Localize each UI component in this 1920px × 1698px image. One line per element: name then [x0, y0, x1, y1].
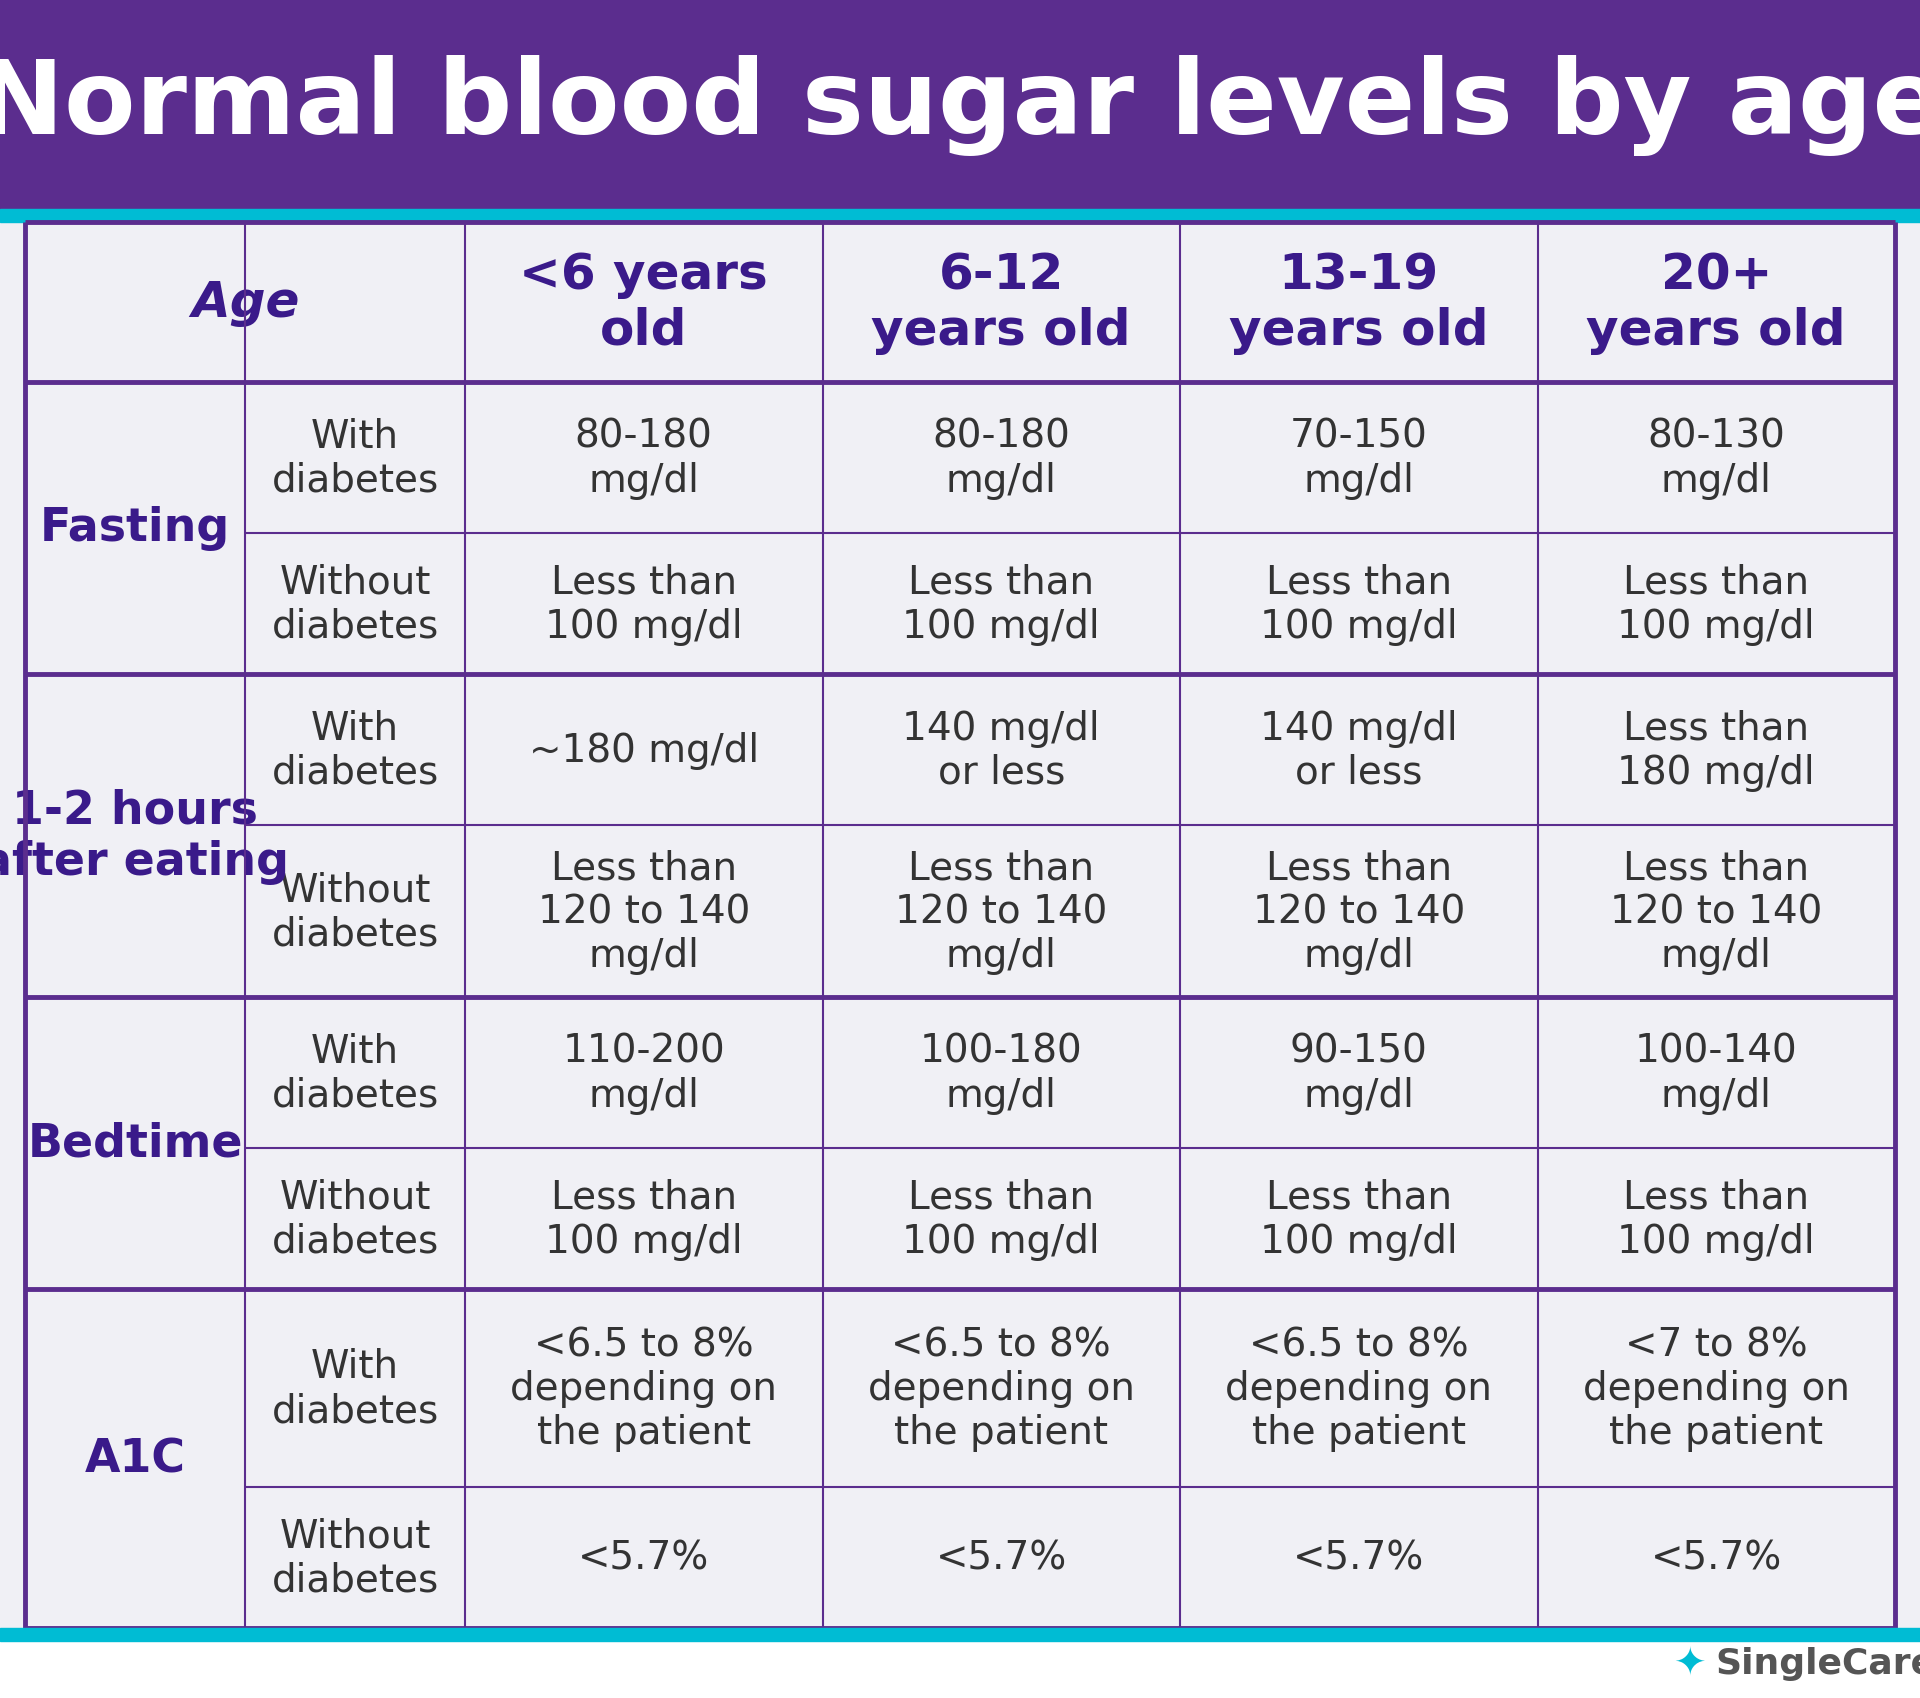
- Bar: [0, 1628, 1920, 1640]
- Text: Bedtime: Bedtime: [27, 1121, 242, 1167]
- Text: 100-180
mg/dl: 100-180 mg/dl: [920, 1032, 1083, 1114]
- Text: Less than
100 mg/dl: Less than 100 mg/dl: [902, 1178, 1100, 1260]
- Bar: [0, 222, 1920, 1628]
- Text: 70-150
mg/dl: 70-150 mg/dl: [1290, 418, 1428, 499]
- Text: SingleCare®: SingleCare®: [1715, 1645, 1920, 1679]
- Text: Less than
100 mg/dl: Less than 100 mg/dl: [1617, 564, 1814, 645]
- Text: <6.5 to 8%
depending on
the patient: <6.5 to 8% depending on the patient: [1225, 1326, 1492, 1452]
- Text: Without
diabetes: Without diabetes: [271, 1516, 438, 1600]
- Text: With
diabetes: With diabetes: [271, 1348, 438, 1430]
- Text: ~180 mg/dl: ~180 mg/dl: [528, 732, 758, 769]
- Text: Less than
120 to 140
mg/dl: Less than 120 to 140 mg/dl: [895, 849, 1108, 975]
- Text: 20+
years old: 20+ years old: [1586, 251, 1845, 355]
- Text: Without
diabetes: Without diabetes: [271, 1178, 438, 1260]
- Text: <6.5 to 8%
depending on
the patient: <6.5 to 8% depending on the patient: [868, 1326, 1135, 1452]
- Text: <5.7%: <5.7%: [1651, 1538, 1782, 1577]
- Text: Less than
100 mg/dl: Less than 100 mg/dl: [545, 564, 743, 645]
- Text: 90-150
mg/dl: 90-150 mg/dl: [1290, 1032, 1428, 1114]
- Text: <6.5 to 8%
depending on
the patient: <6.5 to 8% depending on the patient: [511, 1326, 778, 1452]
- Text: Less than
100 mg/dl: Less than 100 mg/dl: [1260, 1178, 1457, 1260]
- Text: Less than
120 to 140
mg/dl: Less than 120 to 140 mg/dl: [1611, 849, 1822, 975]
- Text: A1C: A1C: [84, 1437, 186, 1481]
- Text: <5.7%: <5.7%: [935, 1538, 1068, 1577]
- Text: Fasting: Fasting: [40, 506, 230, 552]
- Text: Without
diabetes: Without diabetes: [271, 564, 438, 645]
- Text: Less than
180 mg/dl: Less than 180 mg/dl: [1617, 710, 1814, 791]
- Text: ✦: ✦: [1674, 1644, 1707, 1683]
- Text: Without
diabetes: Without diabetes: [271, 871, 438, 953]
- Text: Less than
100 mg/dl: Less than 100 mg/dl: [1260, 564, 1457, 645]
- Text: With
diabetes: With diabetes: [271, 418, 438, 499]
- Text: 80-180
mg/dl: 80-180 mg/dl: [574, 418, 712, 499]
- Bar: [0, 211, 1920, 222]
- Text: 80-130
mg/dl: 80-130 mg/dl: [1647, 418, 1786, 499]
- Text: 110-200
mg/dl: 110-200 mg/dl: [563, 1032, 726, 1114]
- Text: With
diabetes: With diabetes: [271, 710, 438, 791]
- Text: 1-2 hours
after eating: 1-2 hours after eating: [0, 788, 290, 885]
- Text: <7 to 8%
depending on
the patient: <7 to 8% depending on the patient: [1582, 1326, 1849, 1452]
- Text: Less than
100 mg/dl: Less than 100 mg/dl: [1617, 1178, 1814, 1260]
- Text: 6-12
years old: 6-12 years old: [872, 251, 1131, 355]
- Text: Age: Age: [190, 278, 300, 326]
- Text: Less than
100 mg/dl: Less than 100 mg/dl: [902, 564, 1100, 645]
- Text: 13-19
years old: 13-19 years old: [1229, 251, 1488, 355]
- Text: 100-140
mg/dl: 100-140 mg/dl: [1634, 1032, 1797, 1114]
- Text: <5.7%: <5.7%: [1294, 1538, 1425, 1577]
- Text: 140 mg/dl
or less: 140 mg/dl or less: [902, 710, 1100, 791]
- Text: Normal blood sugar levels by age: Normal blood sugar levels by age: [0, 54, 1920, 156]
- Bar: [0, 0, 1920, 211]
- Text: <5.7%: <5.7%: [578, 1538, 708, 1577]
- Text: Less than
120 to 140
mg/dl: Less than 120 to 140 mg/dl: [538, 849, 751, 975]
- Text: 140 mg/dl
or less: 140 mg/dl or less: [1260, 710, 1457, 791]
- Text: With
diabetes: With diabetes: [271, 1032, 438, 1114]
- Text: <6 years
old: <6 years old: [520, 251, 768, 355]
- Text: Less than
100 mg/dl: Less than 100 mg/dl: [545, 1178, 743, 1260]
- Text: 80-180
mg/dl: 80-180 mg/dl: [933, 418, 1069, 499]
- Text: Less than
120 to 140
mg/dl: Less than 120 to 140 mg/dl: [1252, 849, 1465, 975]
